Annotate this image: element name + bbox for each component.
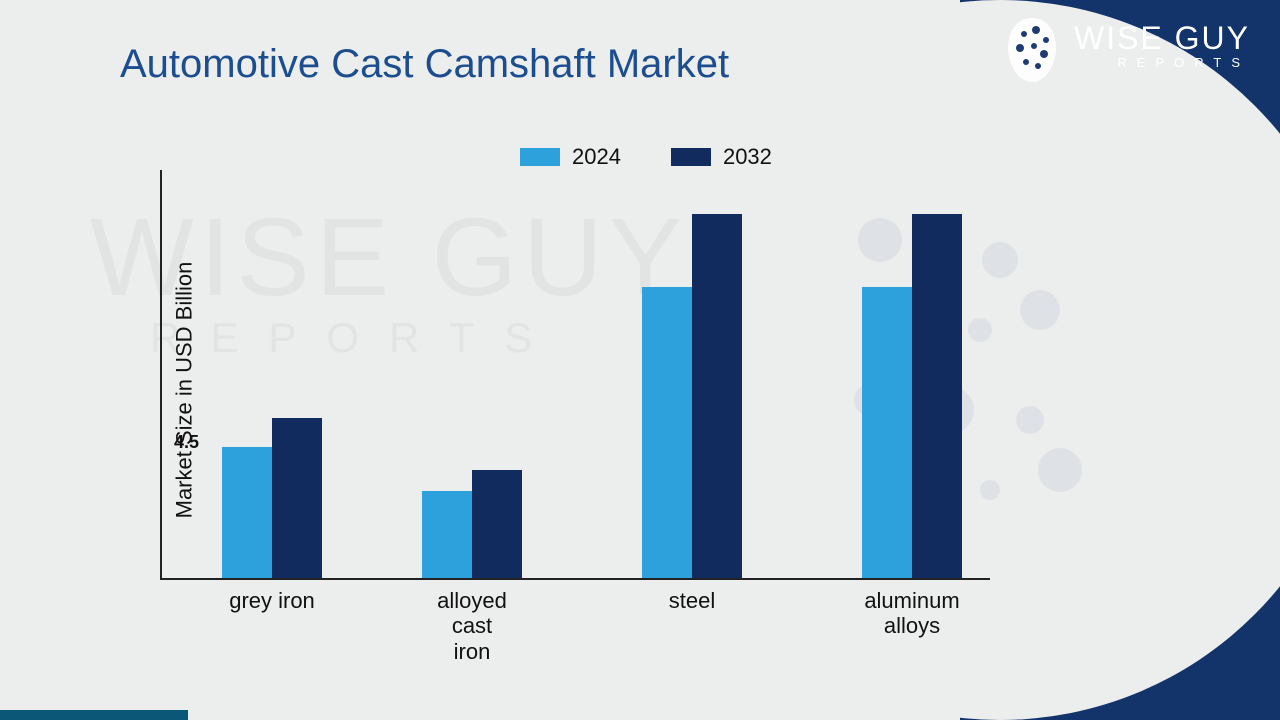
logo-head-icon xyxy=(1002,14,1062,86)
category-label: alloyedcastiron xyxy=(382,588,562,664)
x-axis xyxy=(160,578,990,580)
logo-main: WISE GUY xyxy=(1074,20,1250,56)
legend-swatch xyxy=(671,148,711,166)
legend-item-2024: 2024 xyxy=(520,144,621,170)
bar xyxy=(422,491,472,578)
bar xyxy=(222,447,272,578)
bottom-accent-strip xyxy=(0,710,188,720)
brand-logo: WISE GUY REPORTS xyxy=(1074,22,1250,69)
bar xyxy=(862,287,912,578)
plot-region: 4.5 xyxy=(162,170,990,578)
bar xyxy=(642,287,692,578)
bar-value-label: 4.5 xyxy=(174,432,199,453)
logo-sub: REPORTS xyxy=(1074,56,1250,69)
legend-label: 2032 xyxy=(723,144,772,170)
legend-item-2032: 2032 xyxy=(671,144,772,170)
legend: 2024 2032 xyxy=(520,144,772,170)
chart-area: Market Size in USD Billion 4.5 grey iron… xyxy=(110,170,990,610)
chart-canvas: WISE GUY REPORTS Automotive Cast Camshaf… xyxy=(0,0,1280,720)
category-label: aluminumalloys xyxy=(822,588,1002,639)
legend-label: 2024 xyxy=(572,144,621,170)
bar xyxy=(912,214,962,578)
bar xyxy=(472,470,522,578)
category-label: steel xyxy=(602,588,782,613)
bar xyxy=(692,214,742,578)
legend-swatch xyxy=(520,148,560,166)
bar xyxy=(272,418,322,578)
category-label: grey iron xyxy=(182,588,362,613)
chart-title: Automotive Cast Camshaft Market xyxy=(120,42,729,87)
